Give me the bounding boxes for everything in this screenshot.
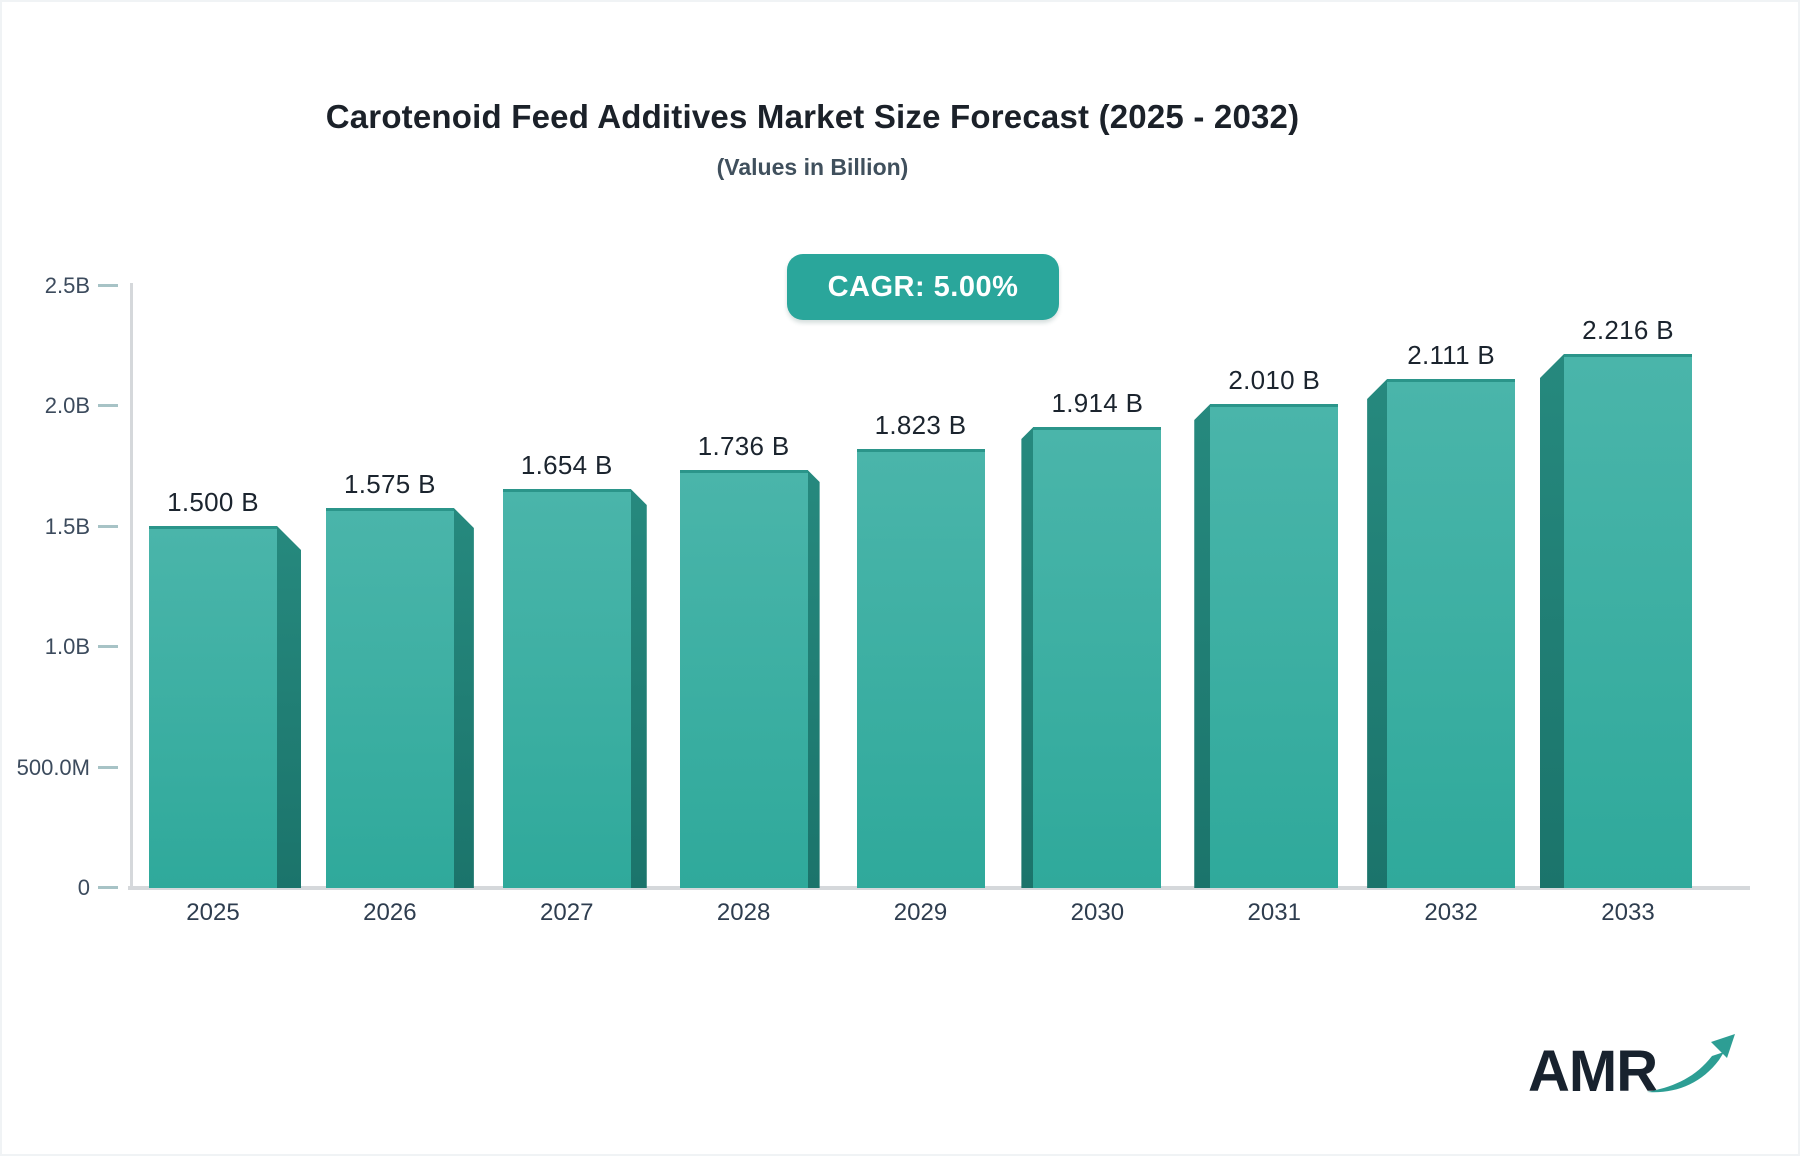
y-tick-3: [98, 645, 118, 648]
bar-2032: [1387, 379, 1516, 888]
bar-2030: [1033, 427, 1162, 888]
x-axis-label-2031: 2031: [1247, 899, 1301, 926]
x-axis-label-2028: 2028: [716, 899, 771, 926]
bar-side-2030: [1021, 427, 1034, 888]
x-axis-label-2025: 2025: [186, 899, 240, 926]
bar-side-2027: [630, 489, 647, 888]
bar-value-label-2027: 1.654 B: [520, 450, 613, 480]
bar-2031: [1210, 404, 1339, 888]
cagr-badge: CAGR: 5.00%: [787, 254, 1059, 320]
bar-value-label-2029: 1.823 B: [874, 410, 967, 440]
bar-value-label-2032: 2.111 B: [1407, 340, 1496, 370]
y-tick-label-1: 2.0B: [44, 393, 90, 418]
bar-value-label-2030: 1.914 B: [1051, 388, 1144, 418]
y-axis-line: [130, 283, 133, 888]
bar-side-2031: [1194, 404, 1211, 888]
amr-logo-text: AMR: [1528, 1039, 1658, 1104]
y-tick-4: [98, 765, 118, 769]
bar-2028: [679, 470, 808, 888]
y-tick-1: [98, 404, 118, 407]
y-tick-label-3: 1.0B: [44, 634, 90, 659]
bar-value-label-2028: 1.736 B: [697, 431, 790, 461]
x-axis-label-2029: 2029: [893, 899, 948, 926]
y-tick-0: [98, 283, 118, 287]
y-tick-label-0: 2.5B: [44, 272, 90, 298]
growth-arrow-icon: [1647, 1034, 1736, 1093]
x-axis-line: [128, 886, 1750, 890]
x-axis-label-2033: 2033: [1601, 899, 1655, 926]
y-tick-2: [98, 524, 118, 528]
x-axis-label-2030: 2030: [1070, 899, 1125, 926]
chart-title: Carotenoid Feed Additives Market Size Fo…: [325, 98, 1300, 135]
bar-2025: [149, 526, 277, 888]
bar-side-2025: [277, 526, 301, 888]
bar-value-label-2033: 2.216 B: [1582, 315, 1674, 345]
bar-2026: [325, 508, 454, 888]
chart-subtitle: (Values in Billion): [716, 154, 909, 180]
x-axis-label-2032: 2032: [1424, 899, 1478, 926]
bar-2033: [1564, 354, 1692, 888]
amr-logo: AMR: [1528, 1032, 1737, 1102]
x-axis-label-2027: 2027: [540, 899, 594, 926]
bar-value-label-2025: 1.500 B: [167, 487, 259, 517]
bar-2029: [856, 449, 985, 888]
y-tick-label-4: 500.0M: [16, 754, 90, 780]
y-tick-label-2: 1.5B: [44, 513, 90, 539]
y-tick-5: [98, 886, 118, 889]
x-axis-label-2026: 2026: [363, 899, 417, 926]
bar-2027: [502, 489, 631, 888]
bar-side-2026: [453, 508, 474, 888]
bar-side-2028: [807, 470, 820, 888]
y-tick-label-5: 0: [77, 875, 90, 900]
bar-side-2033: [1540, 354, 1564, 888]
cagr-badge-label: CAGR: 5.00%: [827, 270, 1019, 303]
bar-side-2032: [1367, 379, 1388, 888]
bar-value-label-2026: 1.575 B: [344, 469, 436, 499]
bar-value-label-2031: 2.010 B: [1228, 365, 1321, 395]
